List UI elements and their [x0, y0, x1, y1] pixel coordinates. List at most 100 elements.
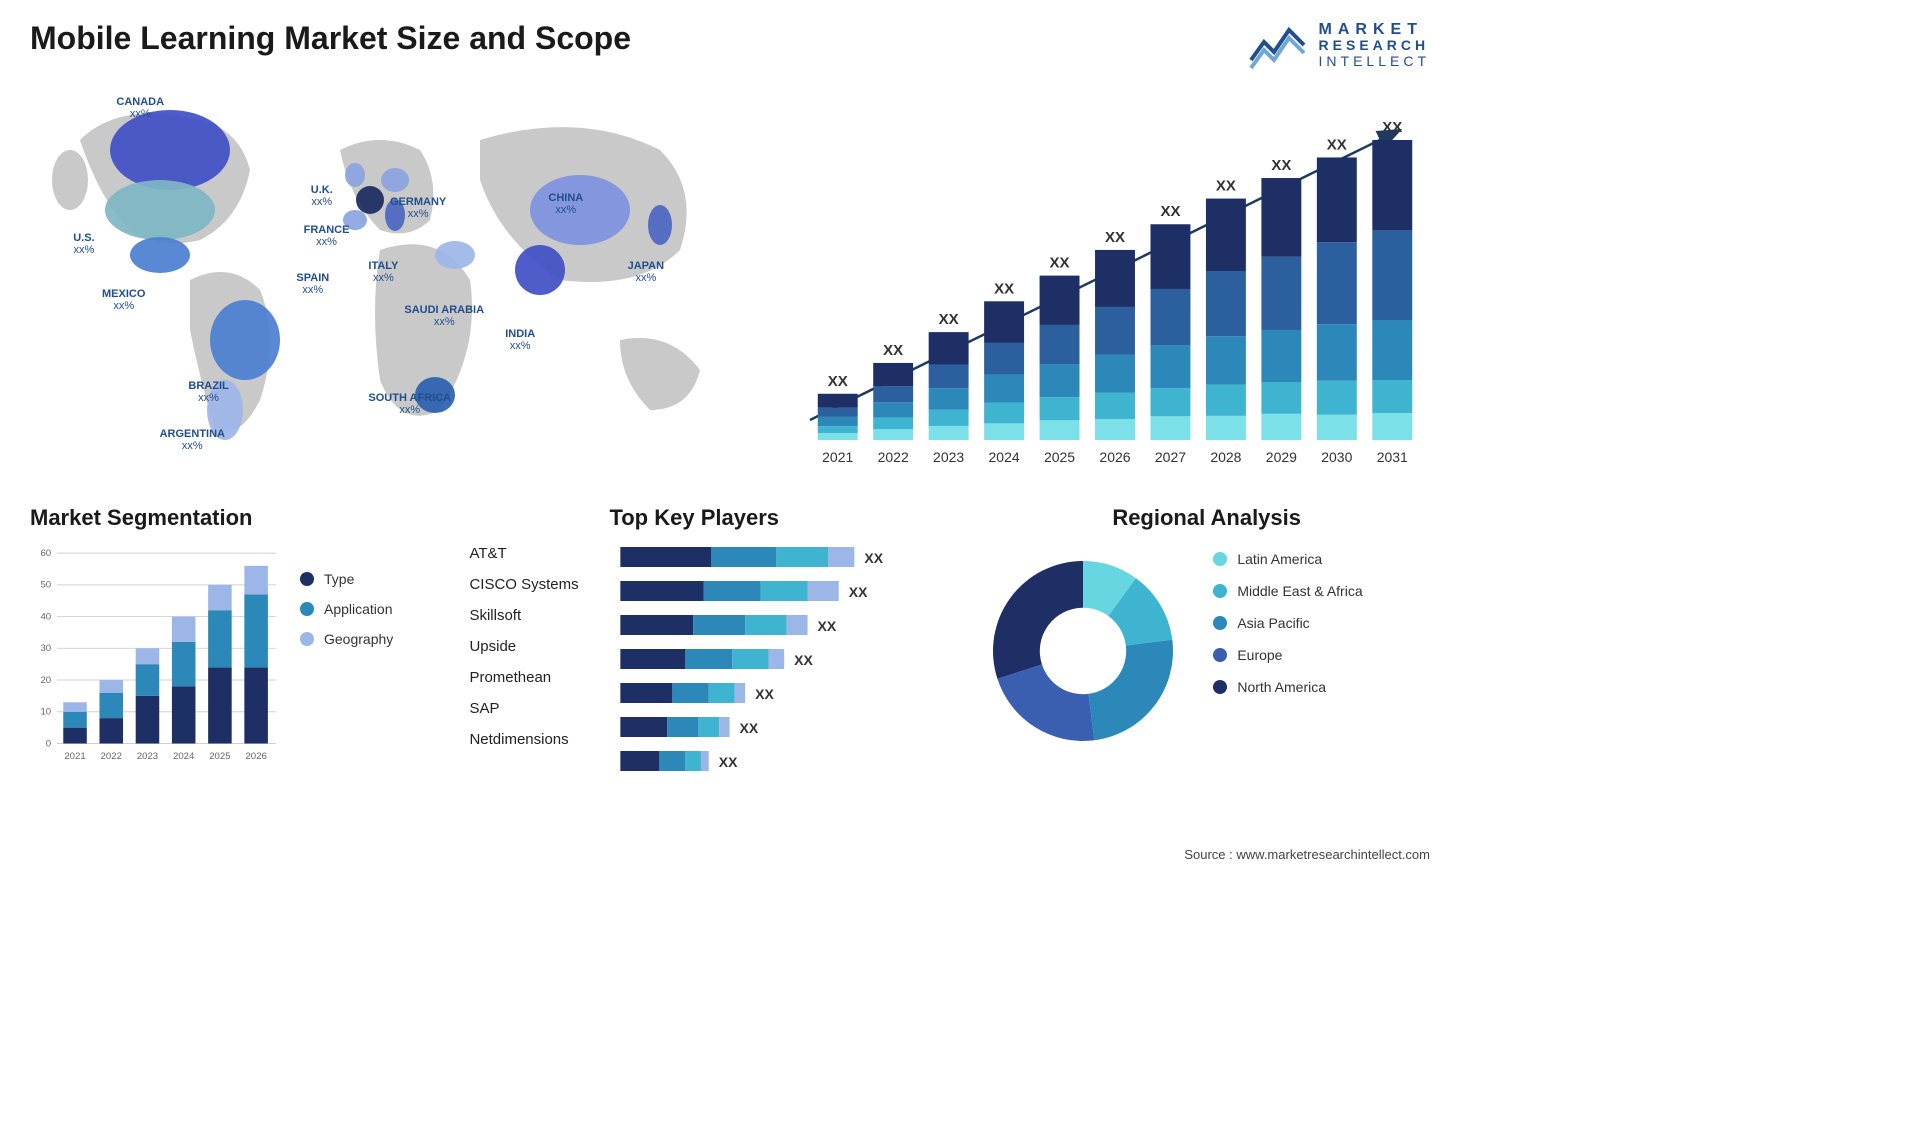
svg-text:2022: 2022 [101, 751, 122, 762]
segmentation-title: Market Segmentation [30, 505, 439, 531]
svg-text:2026: 2026 [1099, 449, 1130, 465]
legend-swatch-icon [300, 572, 314, 586]
svg-text:2025: 2025 [1044, 449, 1075, 465]
header: Mobile Learning Market Size and Scope MA… [30, 20, 1430, 70]
svg-text:40: 40 [40, 611, 51, 622]
legend-swatch-icon [300, 602, 314, 616]
map-label: ITALYxx% [368, 260, 398, 284]
map-label: U.K.xx% [311, 184, 333, 208]
page-title: Mobile Learning Market Size and Scope [30, 20, 631, 57]
brand-logo: MARKET RESEARCH INTELLECT [1249, 20, 1430, 70]
legend-label: Latin America [1237, 551, 1322, 567]
player-name: Promethean [469, 669, 578, 686]
players-title: Top Key Players [609, 505, 953, 531]
logo-line1: MARKET [1319, 21, 1430, 39]
svg-text:XX: XX [848, 584, 867, 600]
forecast-stacked-bar-chart: XX2021XX2022XX2023XX2024XX2025XX2026XX20… [790, 100, 1430, 480]
svg-text:XX: XX [864, 550, 883, 566]
player-name: Netdimensions [469, 731, 578, 748]
players-panel: Top Key Players AT&TCISCO SystemsSkillso… [469, 505, 953, 785]
legend-swatch-icon [1213, 616, 1227, 630]
svg-text:XX: XX [1160, 203, 1180, 220]
svg-text:2029: 2029 [1266, 449, 1297, 465]
legend-label: Geography [324, 631, 393, 647]
svg-text:XX: XX [1050, 255, 1070, 272]
legend-item: Middle East & Africa [1213, 583, 1362, 599]
svg-text:20: 20 [40, 675, 51, 686]
player-name: CISCO Systems [469, 576, 578, 593]
legend-swatch-icon [1213, 648, 1227, 662]
map-label: MEXICOxx% [102, 288, 145, 312]
map-label: CANADAxx% [116, 96, 164, 120]
map-label: INDIAxx% [505, 328, 535, 352]
legend-item: Europe [1213, 647, 1362, 663]
svg-text:2025: 2025 [209, 751, 230, 762]
svg-text:XX: XX [939, 311, 959, 328]
legend-label: Application [324, 601, 393, 617]
legend-swatch-icon [300, 632, 314, 646]
map-label: ARGENTINAxx% [160, 428, 225, 452]
legend-label: Asia Pacific [1237, 615, 1309, 631]
svg-text:0: 0 [46, 738, 51, 749]
legend-label: Type [324, 571, 354, 587]
svg-text:50: 50 [40, 580, 51, 591]
legend-swatch-icon [1213, 552, 1227, 566]
svg-text:2024: 2024 [173, 751, 195, 762]
svg-text:2027: 2027 [1155, 449, 1186, 465]
map-label: SAUDI ARABIAxx% [404, 304, 484, 328]
map-label: GERMANYxx% [390, 196, 446, 220]
logo-mark-icon [1249, 20, 1309, 70]
svg-text:2031: 2031 [1377, 449, 1408, 465]
legend-swatch-icon [1213, 584, 1227, 598]
players-name-list: AT&TCISCO SystemsSkillsoftUpsidePromethe… [469, 545, 578, 781]
legend-item: Type [300, 571, 393, 587]
logo-line3: INTELLECT [1319, 54, 1430, 69]
svg-text:XX: XX [1105, 229, 1125, 246]
map-label: FRANCExx% [304, 224, 350, 248]
svg-text:XX: XX [1216, 178, 1236, 195]
regional-legend: Latin America Middle East & Africa Asia Pa… [1213, 551, 1362, 695]
svg-text:2024: 2024 [989, 449, 1020, 465]
svg-text:XX: XX [755, 686, 774, 702]
legend-label: North America [1237, 679, 1326, 695]
map-label: JAPANxx% [628, 260, 664, 284]
svg-text:XX: XX [883, 342, 903, 359]
svg-text:10: 10 [40, 707, 51, 718]
map-label: BRAZILxx% [188, 380, 228, 404]
map-label: CHINAxx% [548, 192, 583, 216]
player-name: Skillsoft [469, 607, 578, 624]
svg-text:2028: 2028 [1210, 449, 1241, 465]
svg-text:2026: 2026 [245, 751, 266, 762]
player-name: SAP [469, 700, 578, 717]
svg-text:2030: 2030 [1321, 449, 1352, 465]
logo-line2: RESEARCH [1319, 38, 1430, 53]
world-map-panel: CANADAxx% U.S.xx% MEXICOxx% BRAZILxx% ARGENT… [30, 80, 750, 480]
regional-panel: Regional Analysis Latin America Middle Ea… [983, 505, 1430, 785]
svg-text:2023: 2023 [137, 751, 158, 762]
forecast-chart-panel: XX2021XX2022XX2023XX2024XX2025XX2026XX20… [790, 80, 1430, 480]
svg-text:XX: XX [718, 754, 737, 770]
svg-text:30: 30 [40, 643, 51, 654]
map-label: U.S.xx% [73, 232, 94, 256]
legend-item: North America [1213, 679, 1362, 695]
source-attribution: Source : www.marketresearchintellect.com [1184, 847, 1430, 862]
legend-item: Asia Pacific [1213, 615, 1362, 631]
regional-donut-chart [983, 551, 1183, 751]
svg-text:60: 60 [40, 548, 51, 559]
regional-title: Regional Analysis [983, 505, 1430, 531]
svg-text:XX: XX [1271, 157, 1291, 174]
svg-text:XX: XX [1382, 119, 1402, 136]
svg-text:2021: 2021 [822, 449, 853, 465]
svg-text:2021: 2021 [64, 751, 85, 762]
legend-item: Geography [300, 631, 393, 647]
legend-label: Middle East & Africa [1237, 583, 1362, 599]
svg-text:XX: XX [828, 373, 848, 390]
legend-item: Application [300, 601, 393, 617]
segmentation-chart: 0 10 20 30 40 50 60 2021 2022 2023 2024 2025 2026 [30, 541, 280, 771]
legend-item: Latin America [1213, 551, 1362, 567]
svg-text:2022: 2022 [878, 449, 909, 465]
svg-text:XX: XX [794, 652, 813, 668]
players-bar-chart: XXXXXXXXXXXXXX [599, 541, 954, 781]
player-name: Upside [469, 638, 578, 655]
map-label: SPAINxx% [296, 272, 329, 296]
